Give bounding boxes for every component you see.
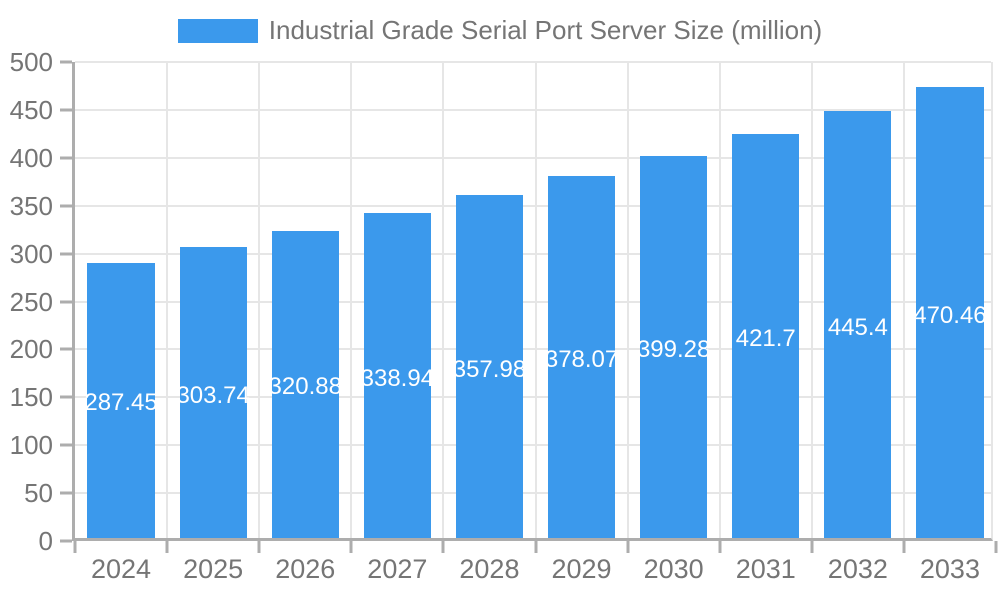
y-tick	[60, 108, 72, 112]
y-tick	[60, 395, 72, 399]
y-gridline	[75, 108, 991, 111]
y-axis-label: 50	[24, 478, 53, 509]
bar-value-label: 470.46	[913, 301, 987, 329]
y-tick	[60, 252, 72, 256]
bar-value-label: 421.7	[735, 325, 796, 352]
x-gridline	[442, 62, 445, 538]
x-tick	[626, 541, 630, 553]
y-gridline	[75, 252, 991, 255]
y-tick	[60, 204, 72, 208]
x-tick	[902, 541, 906, 553]
y-axis-label: 100	[9, 430, 53, 461]
x-axis-label: 2025	[183, 554, 244, 584]
legend-swatch-icon	[177, 18, 258, 43]
x-tick	[349, 541, 353, 553]
y-gridline	[75, 444, 991, 447]
bar[interactable]	[547, 175, 616, 538]
bar-value-label: 378.07	[544, 345, 619, 373]
x-gridline	[258, 62, 261, 538]
y-tick	[60, 443, 72, 447]
y-axis-label: 200	[9, 334, 53, 365]
x-gridline	[902, 62, 905, 538]
x-axis-label: 2031	[735, 554, 796, 584]
x-gridline	[626, 62, 629, 538]
x-tick	[810, 541, 814, 553]
bar-value-label: 445.4	[827, 313, 888, 341]
y-axis-label: 350	[9, 190, 53, 221]
bar[interactable]	[732, 134, 800, 538]
bar-value-label: 320.88	[268, 373, 342, 401]
bar[interactable]	[87, 262, 155, 538]
y-axis-label: 150	[9, 382, 53, 413]
bar-value-label: 338.94	[360, 364, 435, 392]
legend[interactable]: Industrial Grade Serial Port Server Size…	[0, 15, 1000, 46]
y-axis-label: 400	[9, 142, 53, 173]
y-tick	[60, 491, 72, 495]
x-axis-label: 2024	[91, 554, 152, 584]
bar[interactable]	[824, 111, 892, 538]
x-tick	[441, 541, 445, 553]
y-tick	[60, 156, 72, 160]
x-axis-label: 2032	[827, 554, 888, 584]
x-axis-label: 2030	[643, 554, 704, 584]
y-axis-label: 300	[9, 238, 53, 269]
x-tick	[257, 541, 261, 553]
y-tick	[60, 539, 72, 543]
x-axis-label: 2033	[919, 554, 980, 584]
bar[interactable]	[916, 87, 984, 538]
bar[interactable]	[271, 230, 339, 538]
plot-area: 0 50 100 150 200 250 300 350 400 450 500 287.45 2024…	[10, 49, 998, 583]
x-axis-label: 2027	[367, 554, 428, 584]
legend-label: Industrial Grade Serial Port Server Size…	[268, 15, 823, 45]
x-gridline	[166, 62, 169, 538]
y-gridline	[75, 396, 991, 399]
y-tick	[60, 60, 72, 64]
y-gridline	[75, 156, 991, 159]
x-gridline	[718, 62, 721, 538]
y-gridline	[75, 204, 991, 207]
y-gridline	[75, 348, 991, 351]
bar[interactable]	[455, 195, 524, 538]
x-gridline	[350, 62, 353, 538]
x-axis-label: 2026	[275, 554, 336, 584]
bar-value-label: 399.28	[636, 335, 711, 363]
x-tick	[73, 541, 77, 553]
y-axis-label: 250	[9, 286, 53, 317]
x-tick	[994, 541, 998, 553]
x-gridline	[810, 62, 813, 538]
x-tick	[534, 541, 537, 553]
x-tick	[165, 541, 169, 553]
x-gridline	[534, 62, 537, 538]
y-tick	[60, 300, 72, 303]
y-axis-label: 450	[9, 94, 53, 125]
bar-value-label: 303.74	[176, 381, 250, 409]
x-axis-label: 2029	[551, 554, 612, 584]
y-axis-label: 500	[9, 47, 53, 77]
y-gridline	[75, 492, 991, 495]
bar[interactable]	[640, 155, 708, 538]
bar-value-label: 287.45	[84, 389, 158, 417]
bar[interactable]	[363, 213, 431, 538]
y-gridline	[75, 61, 991, 63]
bar-value-label: 357.98	[452, 355, 527, 383]
y-tick	[60, 347, 72, 351]
y-gridline	[75, 300, 991, 303]
x-axis-label: 2028	[459, 554, 520, 584]
y-axis-label: 0	[38, 526, 53, 556]
x-tick	[718, 541, 722, 553]
bar[interactable]	[179, 247, 247, 538]
